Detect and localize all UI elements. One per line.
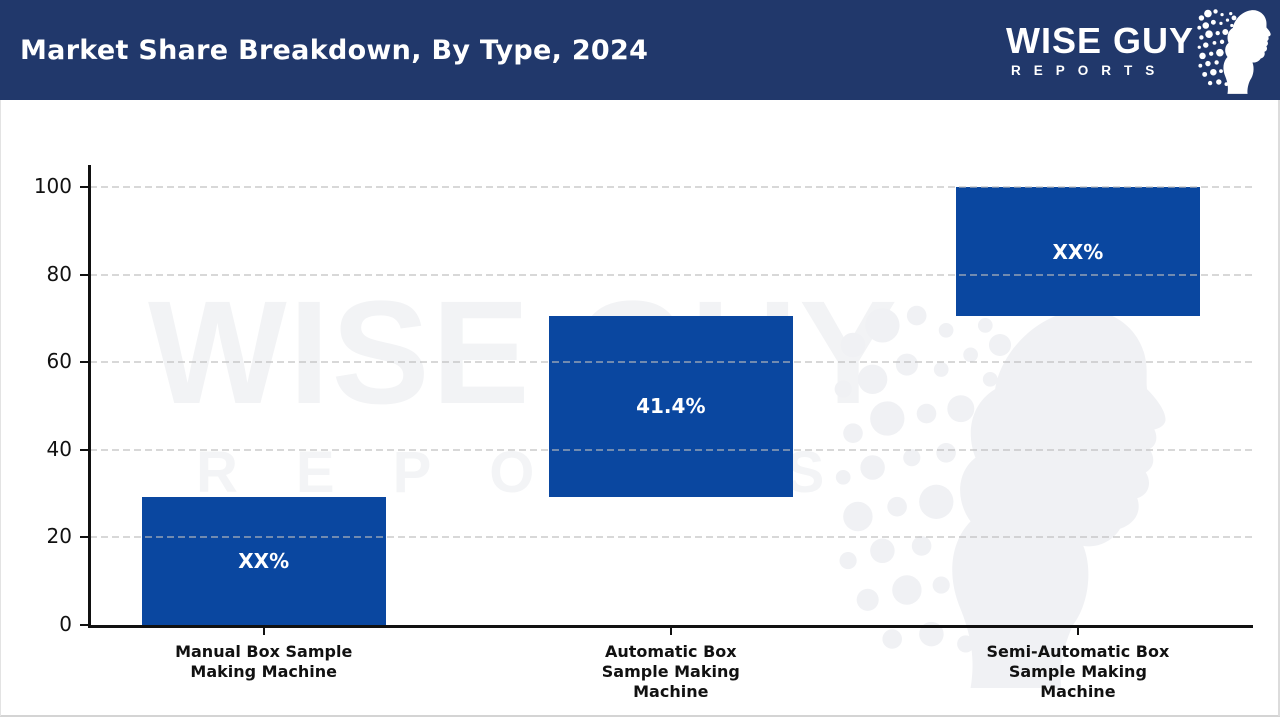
x-axis-line	[88, 625, 1253, 628]
page-bottom-border	[0, 715, 1280, 717]
x-axis-category-line: Making Machine	[190, 662, 337, 681]
wise-guy-reports-logo: WISE GUY REPORTS	[1006, 0, 1272, 100]
page-title: Market Share Breakdown, By Type, 2024	[20, 34, 649, 66]
x-axis-category-line: Sample Making	[601, 662, 740, 681]
x-axis-category-line: Sample Making	[1008, 662, 1147, 681]
y-tick-label: 80	[46, 261, 72, 286]
wise-guy-face-icon	[1196, 7, 1272, 94]
bar-value-label: 41.4%	[636, 394, 706, 419]
gridline	[90, 361, 1253, 364]
y-tick-label: 40	[46, 436, 72, 461]
gridline	[90, 273, 1253, 276]
logo-secondary-text: REPORTS	[1010, 62, 1168, 78]
wise-guy-face-watermark-icon	[828, 296, 1172, 688]
plot-area: 0 20 40 60 80 100 XX% Manual Box Sample Making M…	[34, 165, 1253, 701]
gridline	[90, 536, 1253, 539]
x-axis-category-line: Machine	[1040, 682, 1116, 701]
y-tick-label: 60	[46, 349, 72, 374]
page-right-border	[1278, 100, 1280, 716]
bar-value-label: XX%	[238, 548, 290, 573]
logo-text: WISE GUY REPORTS	[1005, 19, 1194, 78]
x-tick-mark	[669, 628, 672, 635]
y-tick-mark	[80, 186, 88, 189]
bar-value-label: XX%	[1052, 239, 1104, 264]
bar-segment	[955, 187, 1200, 316]
x-axis-category-label: Manual Box Sample Making Machine	[114, 642, 414, 682]
gridline	[90, 186, 1253, 189]
y-tick-mark	[80, 624, 88, 626]
y-tick-mark	[80, 273, 88, 276]
x-axis-category-line: Machine	[633, 682, 709, 701]
bar-segment	[548, 315, 793, 497]
x-axis-category-line: Automatic Box	[605, 642, 737, 661]
x-axis-category-label: Automatic Box Sample Making Machine	[521, 642, 821, 702]
y-axis-line	[88, 165, 91, 628]
x-axis-category-line: Manual Box Sample	[175, 642, 353, 661]
page-left-border	[0, 100, 1, 716]
y-tick-mark	[80, 536, 88, 539]
y-tick-mark	[80, 448, 88, 451]
x-tick-mark	[262, 628, 265, 635]
x-tick-mark	[1076, 628, 1079, 635]
x-axis-category-label: Semi-Automatic Box Sample Making Machine	[928, 642, 1228, 702]
y-tick-mark	[80, 361, 88, 364]
y-tick-label: 20	[46, 524, 72, 549]
gridline	[90, 448, 1253, 451]
header-bar: Market Share Breakdown, By Type, 2024 WI…	[0, 0, 1280, 100]
logo-primary-text: WISE GUY	[1005, 19, 1194, 61]
bar-segment	[141, 496, 386, 625]
x-axis-category-line: Semi-Automatic Box	[986, 642, 1170, 661]
y-tick-label: 100	[33, 174, 72, 199]
y-tick-label: 0	[59, 612, 72, 636]
